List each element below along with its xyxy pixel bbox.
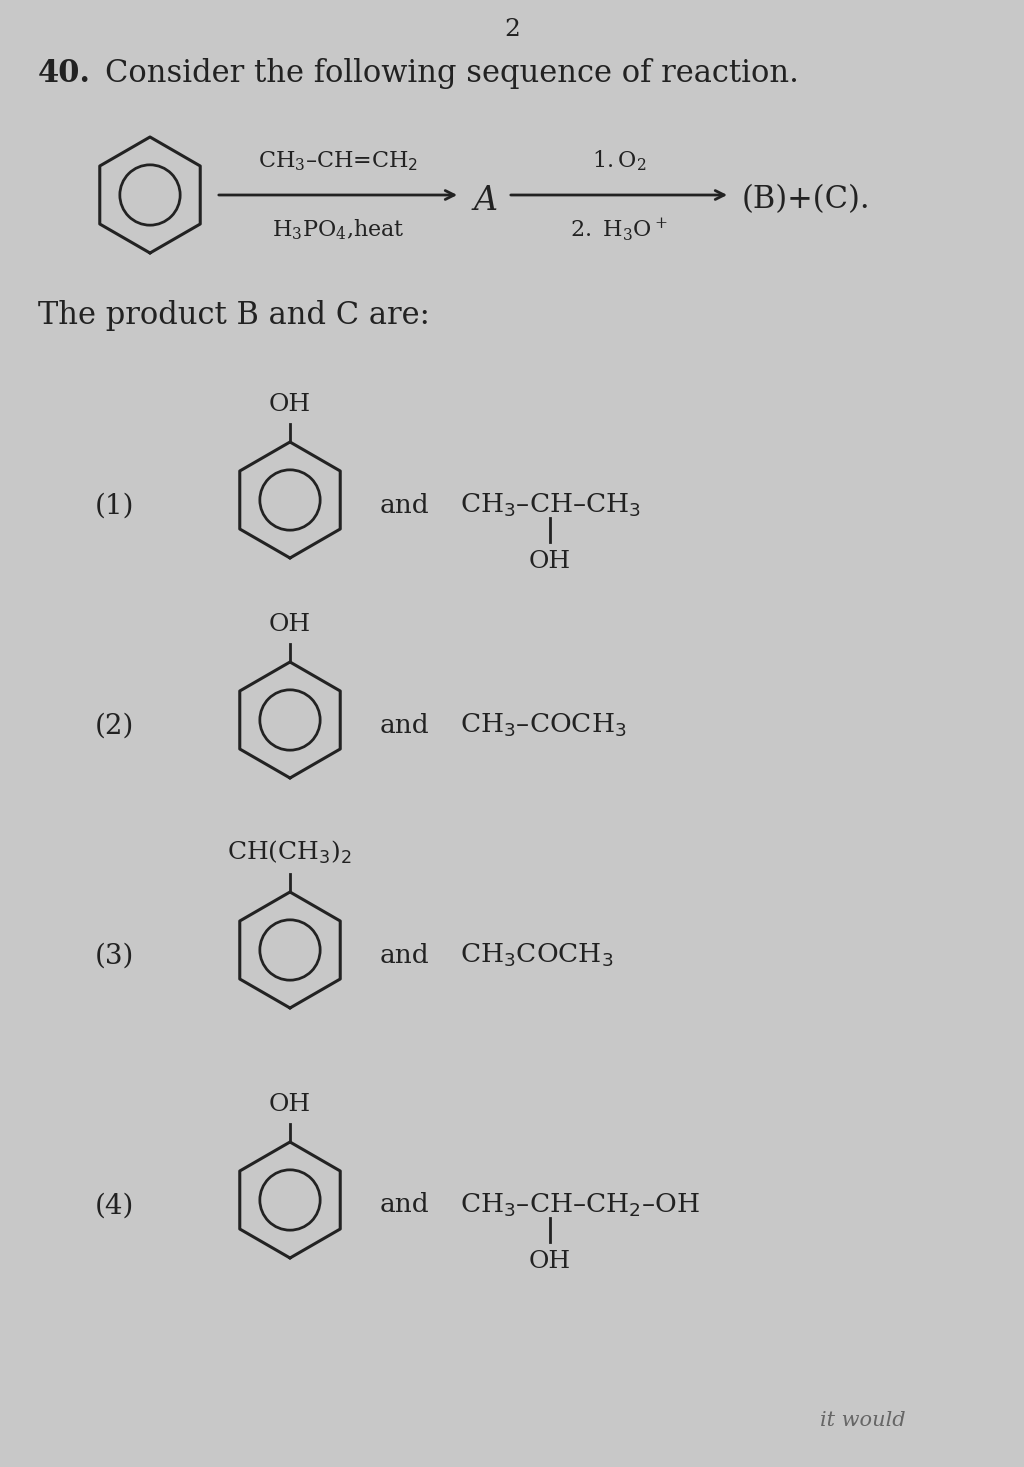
Text: CH$_3$–COCH$_3$: CH$_3$–COCH$_3$ bbox=[460, 711, 627, 739]
Text: OH: OH bbox=[529, 550, 571, 574]
Text: OH: OH bbox=[269, 1093, 311, 1116]
Text: OH: OH bbox=[529, 1250, 571, 1273]
Text: OH: OH bbox=[269, 393, 311, 417]
Text: (B)+(C).: (B)+(C). bbox=[742, 185, 870, 216]
Text: $\mathregular{2.\ H_3O^+}$: $\mathregular{2.\ H_3O^+}$ bbox=[570, 217, 668, 244]
Text: (4): (4) bbox=[95, 1193, 134, 1219]
Text: CH$_3$–CH–CH$_2$–OH: CH$_3$–CH–CH$_2$–OH bbox=[460, 1191, 699, 1219]
Text: Consider the following sequence of reaction.: Consider the following sequence of react… bbox=[105, 59, 799, 89]
Text: The product B and C are:: The product B and C are: bbox=[38, 299, 430, 332]
Text: 40.: 40. bbox=[38, 59, 91, 89]
Text: and: and bbox=[380, 1193, 430, 1218]
Text: $\mathregular{CH_3}$–CH=CH$_2$: $\mathregular{CH_3}$–CH=CH$_2$ bbox=[258, 150, 418, 173]
Text: CH$_3$–CH–CH$_3$: CH$_3$–CH–CH$_3$ bbox=[460, 491, 641, 519]
Text: CH(CH$_3$)$_2$: CH(CH$_3$)$_2$ bbox=[227, 839, 352, 866]
Text: OH: OH bbox=[269, 613, 311, 637]
Text: (2): (2) bbox=[95, 713, 134, 739]
Text: (1): (1) bbox=[95, 493, 134, 519]
Text: and: and bbox=[380, 713, 430, 738]
Text: $\mathregular{1.O_2}$: $\mathregular{1.O_2}$ bbox=[592, 148, 646, 173]
Text: A: A bbox=[474, 185, 498, 217]
Text: and: and bbox=[380, 942, 430, 968]
Text: CH$_3$COCH$_3$: CH$_3$COCH$_3$ bbox=[460, 942, 613, 968]
Text: and: and bbox=[380, 493, 430, 518]
Text: (3): (3) bbox=[95, 942, 134, 970]
Text: $\mathregular{H_3PO_4}$,heat: $\mathregular{H_3PO_4}$,heat bbox=[271, 217, 404, 242]
Text: 2: 2 bbox=[504, 18, 520, 41]
Text: it would: it would bbox=[820, 1411, 905, 1430]
